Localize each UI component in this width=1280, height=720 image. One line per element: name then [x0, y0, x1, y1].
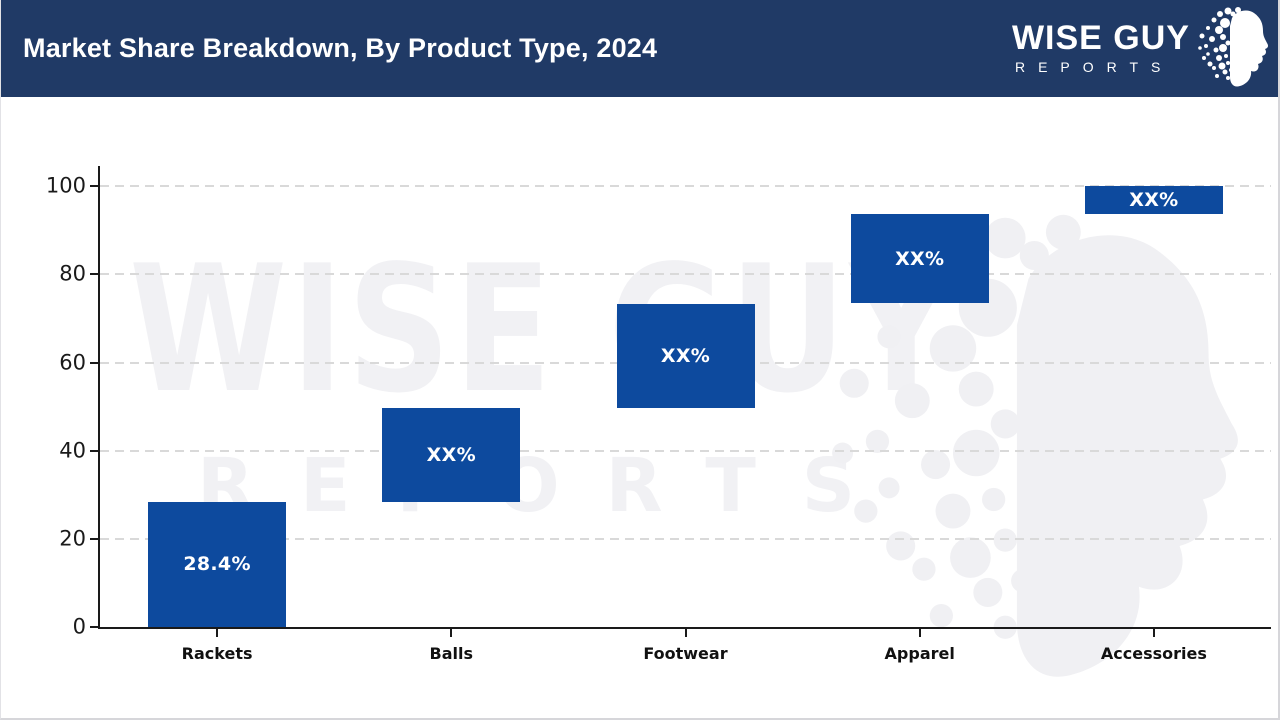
y-axis-label-0: 0 — [72, 614, 86, 639]
gridline-100 — [100, 185, 1271, 188]
x-axis-label-accessories: Accessories — [1100, 644, 1207, 663]
x-axis-label-apparel: Apparel — [884, 644, 955, 663]
x-axis-label-footwear: Footwear — [643, 644, 728, 663]
page-title: Market Share Breakdown, By Product Type,… — [23, 33, 658, 63]
brand-name: WISE GUY — [1011, 18, 1190, 57]
gridline-20 — [100, 537, 1271, 540]
y-axis-tick-20 — [90, 537, 98, 540]
y-axis-label-80: 80 — [59, 261, 86, 286]
brand-subname: REPORTS — [1014, 59, 1174, 76]
y-axis-tick-40 — [90, 449, 98, 452]
gridline-80 — [100, 273, 1271, 276]
bar-value-label: XX% — [1129, 188, 1179, 211]
y-axis-tick-60 — [90, 361, 98, 364]
chart-area: WISE GUY REPORTS 0 20 40 60 80 100 28.4% Racket… — [1, 97, 1278, 718]
watermark-subname: REPORTS — [197, 443, 902, 529]
x-axis-tick-apparel — [918, 629, 921, 637]
brand-wordmark: WISE GUY REPORTS — [1011, 18, 1190, 76]
y-axis-label-100: 100 — [45, 173, 86, 198]
bar-rackets: 28.4% — [148, 501, 287, 627]
bar-value-label: XX% — [660, 344, 711, 367]
y-axis-tick-0 — [90, 626, 98, 628]
x-axis-tick-footwear — [684, 629, 687, 637]
x-axis-label-balls: Balls — [429, 644, 474, 663]
watermark-wordmark: WISE GUY — [129, 229, 957, 432]
y-axis-label-60: 60 — [59, 350, 86, 375]
brand-logo: WISE GUY REPORTS — [1012, 4, 1272, 92]
brand-face-icon — [1198, 7, 1269, 87]
y-axis-label-40: 40 — [59, 438, 86, 463]
gridline-40 — [100, 449, 1271, 452]
bar-value-label: XX% — [895, 247, 945, 270]
y-axis-tick-80 — [90, 273, 98, 276]
plot-area: 0 20 40 60 80 100 28.4% Rackets XX% Balls XX% Footw… — [46, 166, 1271, 663]
header-bar: Market Share Breakdown, By Product Type,… — [1, 0, 1278, 97]
x-axis-tick-balls — [450, 629, 453, 637]
x-axis-label-rackets: Rackets — [181, 644, 253, 663]
bar-accessories: XX% — [1084, 185, 1223, 215]
x-axis-tick-rackets — [216, 629, 219, 637]
y-axis-label-20: 20 — [59, 526, 86, 551]
bar-apparel: XX% — [850, 214, 989, 304]
bar-value-label: XX% — [426, 443, 476, 466]
bar-balls: XX% — [382, 407, 521, 502]
y-axis-tick-100 — [90, 185, 98, 188]
bar-footwear: XX% — [616, 303, 755, 408]
bar-value-label: 28.4% — [183, 553, 251, 576]
x-axis-tick-accessories — [1152, 629, 1155, 637]
